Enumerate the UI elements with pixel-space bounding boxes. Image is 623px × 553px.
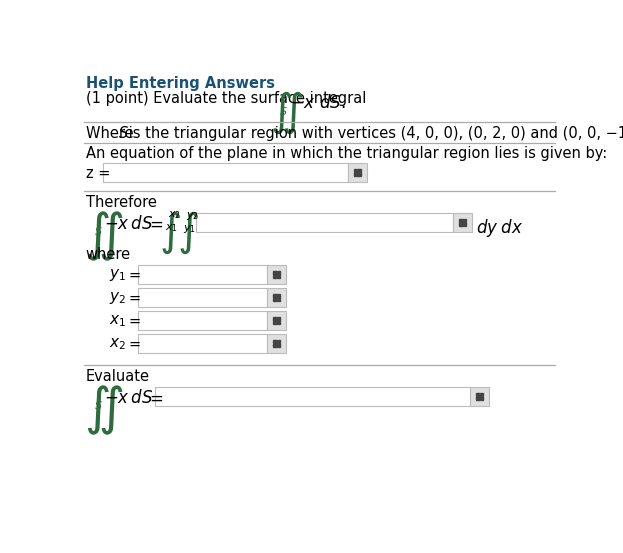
- Text: =: =: [128, 290, 140, 305]
- Text: $y_2$: $y_2$: [186, 210, 199, 222]
- Text: =: =: [128, 314, 140, 328]
- Text: Where: Where: [85, 126, 138, 140]
- Bar: [138, 335, 267, 353]
- Bar: [138, 288, 267, 306]
- Text: is the triangular region with vertices (4, 0, 0), (0, 2, 0) and (0, 0, −1).: is the triangular region with vertices (…: [125, 126, 623, 140]
- Text: $x_1$: $x_1$: [109, 314, 126, 329]
- Text: $y_2$: $y_2$: [109, 290, 126, 306]
- Text: $-x\ dS.$: $-x\ dS.$: [290, 94, 346, 112]
- Text: $\int$: $\int$: [159, 210, 181, 256]
- Text: $x_2$: $x_2$: [109, 337, 126, 352]
- Text: $y_1$: $y_1$: [183, 223, 196, 234]
- Text: where: where: [85, 247, 131, 262]
- Text: $S$: $S$: [94, 225, 103, 237]
- Bar: [196, 213, 453, 232]
- Text: $y_1$: $y_1$: [109, 267, 126, 283]
- Text: (1 point) Evaluate the surface integral: (1 point) Evaluate the surface integral: [85, 91, 366, 106]
- Text: $\iint$: $\iint$: [270, 90, 303, 136]
- Text: $=$: $=$: [146, 390, 163, 407]
- Text: $=$: $=$: [146, 216, 163, 233]
- Bar: [267, 288, 285, 306]
- Bar: [267, 265, 285, 284]
- Bar: [348, 163, 367, 182]
- Bar: [267, 335, 285, 353]
- Text: Therefore: Therefore: [85, 195, 156, 210]
- Bar: [103, 163, 348, 182]
- Text: $\int$: $\int$: [177, 210, 199, 256]
- Text: =: =: [128, 267, 140, 283]
- Bar: [138, 265, 267, 284]
- Text: $S$: $S$: [278, 105, 287, 117]
- Text: An equation of the plane in which the triangular region lies is given by:: An equation of the plane in which the tr…: [85, 147, 607, 161]
- Text: $x_1$: $x_1$: [166, 223, 179, 234]
- Text: Evaluate: Evaluate: [85, 369, 150, 384]
- Bar: [470, 388, 488, 406]
- Bar: [267, 311, 285, 330]
- Text: $dy\;dx$: $dy\;dx$: [476, 217, 524, 238]
- Text: =: =: [128, 337, 140, 352]
- Text: $\iint$: $\iint$: [84, 210, 123, 263]
- Bar: [453, 213, 472, 232]
- Text: $\iint$: $\iint$: [84, 384, 123, 437]
- Text: $-x\,dS$: $-x\,dS$: [104, 215, 153, 233]
- Bar: [155, 388, 470, 406]
- Text: S: S: [119, 126, 128, 140]
- Bar: [138, 311, 267, 330]
- Text: $-x\,dS$: $-x\,dS$: [104, 389, 153, 407]
- Text: z =: z =: [85, 166, 110, 181]
- Text: Help Entering Answers: Help Entering Answers: [85, 76, 275, 91]
- Text: $S$: $S$: [94, 399, 103, 411]
- Text: $x_2$: $x_2$: [168, 210, 181, 221]
